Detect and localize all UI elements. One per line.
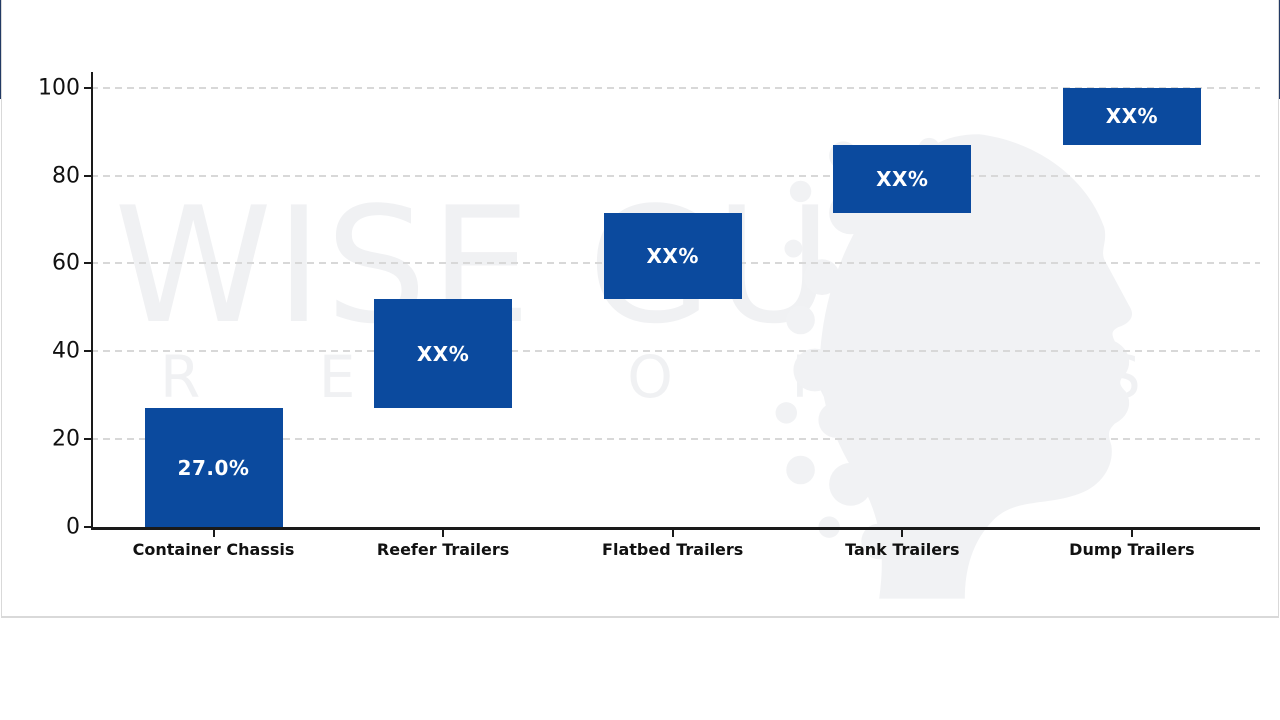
x-tick-mark xyxy=(671,530,674,537)
y-tick-mark xyxy=(84,350,91,353)
gridline xyxy=(91,86,1260,89)
y-tick-mark xyxy=(84,526,91,528)
gridline xyxy=(91,438,1260,441)
y-tick-label: 0 xyxy=(66,514,80,540)
bar-value-label: XX% xyxy=(646,243,699,268)
bar-value-label: 27.0% xyxy=(177,455,250,480)
x-tick-mark xyxy=(442,530,445,537)
y-tick-label: 80 xyxy=(52,163,80,189)
x-tick-mark xyxy=(1130,530,1133,537)
x-axis-category-label: Flatbed Trailers xyxy=(602,540,744,559)
bar-segment: XX% xyxy=(1062,87,1201,145)
y-axis-line xyxy=(91,72,93,530)
gridline xyxy=(91,174,1260,177)
gridline xyxy=(91,350,1260,353)
y-tick-mark xyxy=(84,174,91,177)
bar-value-label: XX% xyxy=(876,166,929,191)
y-tick-label: 100 xyxy=(38,75,80,101)
bar-segment: XX% xyxy=(374,298,513,409)
bar-segment: 27.0% xyxy=(144,408,283,527)
watermark-subtext: R E P O R T S xyxy=(160,343,1191,411)
y-tick-mark xyxy=(84,262,91,265)
x-axis-category-label: Reefer Trailers xyxy=(376,540,510,559)
y-tick-label: 20 xyxy=(52,426,80,452)
watermark-wordmark: WISE GUY xyxy=(114,172,936,359)
bar-segment: XX% xyxy=(833,144,972,213)
y-tick-label: 60 xyxy=(52,250,80,276)
x-tick-mark xyxy=(212,530,215,537)
y-tick-label: 40 xyxy=(52,338,80,364)
bar-segment: XX% xyxy=(603,212,742,299)
x-tick-mark xyxy=(901,530,904,537)
chart-area: WISE GUY R E P O R T S 0 20 40 60 80 100 27 xyxy=(1,0,1279,618)
y-tick-mark xyxy=(84,86,91,89)
bar-value-label: XX% xyxy=(416,341,470,366)
x-axis-category-label: Dump Trailers xyxy=(1069,540,1195,559)
x-axis-line xyxy=(91,527,1260,530)
y-tick-mark xyxy=(84,438,91,441)
x-axis-category-label: Container Chassis xyxy=(132,540,295,559)
x-axis-category-label: Tank Trailers xyxy=(845,540,960,559)
bar-value-label: XX% xyxy=(1105,104,1159,129)
